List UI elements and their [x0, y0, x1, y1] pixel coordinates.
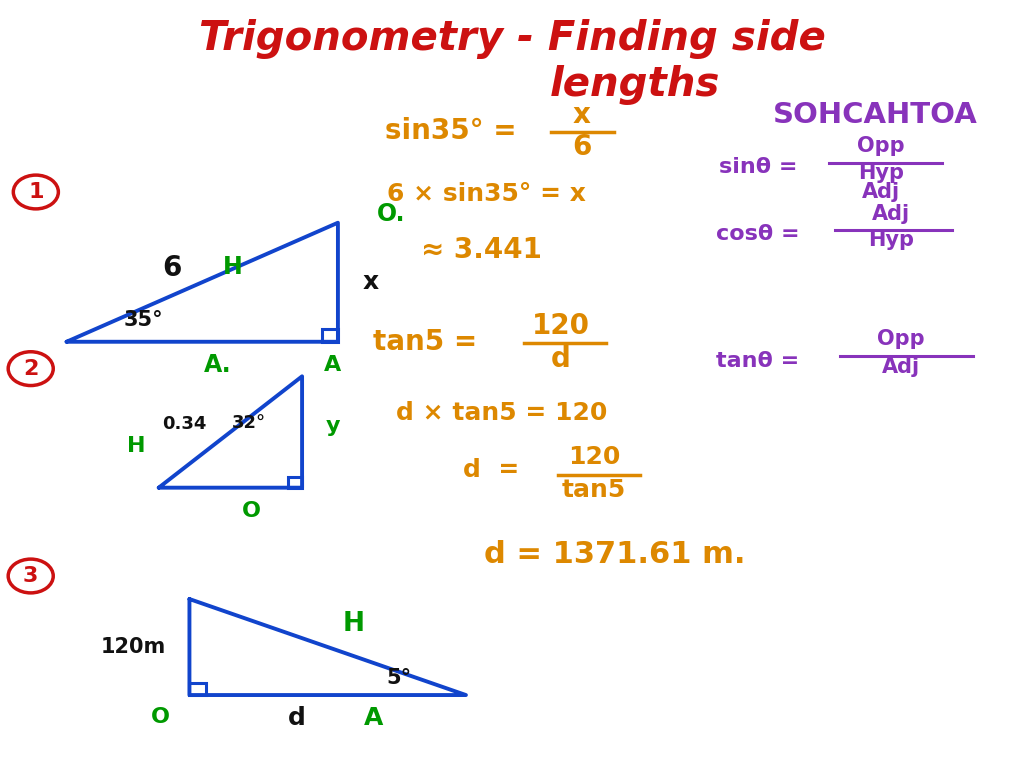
Text: tanθ =: tanθ = [716, 351, 800, 371]
Text: tan5: tan5 [562, 478, 626, 502]
Text: Adj: Adj [882, 357, 921, 377]
Text: O.: O. [377, 201, 406, 226]
Text: 120: 120 [567, 445, 621, 469]
Text: Hyp: Hyp [858, 163, 903, 183]
Text: Trigonometry - Finding side: Trigonometry - Finding side [199, 19, 825, 59]
Text: 6: 6 [162, 254, 181, 283]
Text: 6 × sin35° = x: 6 × sin35° = x [387, 181, 586, 206]
Text: x: x [572, 101, 591, 129]
Text: Adj: Adj [861, 182, 900, 202]
Text: Hyp: Hyp [868, 230, 913, 250]
Text: Opp: Opp [878, 329, 925, 349]
Text: A.: A. [204, 353, 231, 377]
Text: A: A [365, 706, 383, 730]
Text: O: O [152, 707, 170, 727]
Text: y: y [326, 415, 340, 436]
Text: d: d [288, 706, 306, 730]
Text: O: O [242, 501, 260, 521]
Text: 120: 120 [532, 313, 590, 340]
Text: 32°: 32° [231, 414, 266, 432]
Text: sin35° =: sin35° = [385, 117, 516, 144]
Text: d = 1371.61 m.: d = 1371.61 m. [483, 540, 745, 569]
Text: x: x [362, 270, 379, 294]
Text: 3: 3 [23, 566, 39, 586]
Text: 0.34: 0.34 [162, 415, 207, 433]
Text: cosθ =: cosθ = [716, 224, 800, 244]
Text: sinθ =: sinθ = [719, 157, 797, 177]
Text: d × tan5 = 120: d × tan5 = 120 [396, 401, 607, 425]
Text: Adj: Adj [871, 204, 910, 223]
Text: d: d [551, 346, 571, 373]
Text: lengths: lengths [550, 65, 720, 105]
Text: A: A [325, 355, 341, 375]
Text: Opp: Opp [857, 136, 904, 156]
Text: ≈ 3.441: ≈ 3.441 [421, 236, 542, 263]
Text: H: H [127, 435, 145, 456]
Text: d  =: d = [464, 458, 519, 482]
Text: tan5 =: tan5 = [373, 328, 477, 356]
Text: H: H [342, 611, 365, 637]
Text: 2: 2 [23, 359, 39, 379]
Text: H: H [223, 255, 243, 279]
Text: 1: 1 [28, 182, 44, 202]
Text: SOHCAHTOA: SOHCAHTOA [773, 101, 978, 129]
Text: 5°: 5° [387, 668, 412, 688]
Text: 35°: 35° [124, 310, 163, 330]
Text: 120m: 120m [100, 637, 166, 657]
Text: 6: 6 [572, 134, 591, 161]
